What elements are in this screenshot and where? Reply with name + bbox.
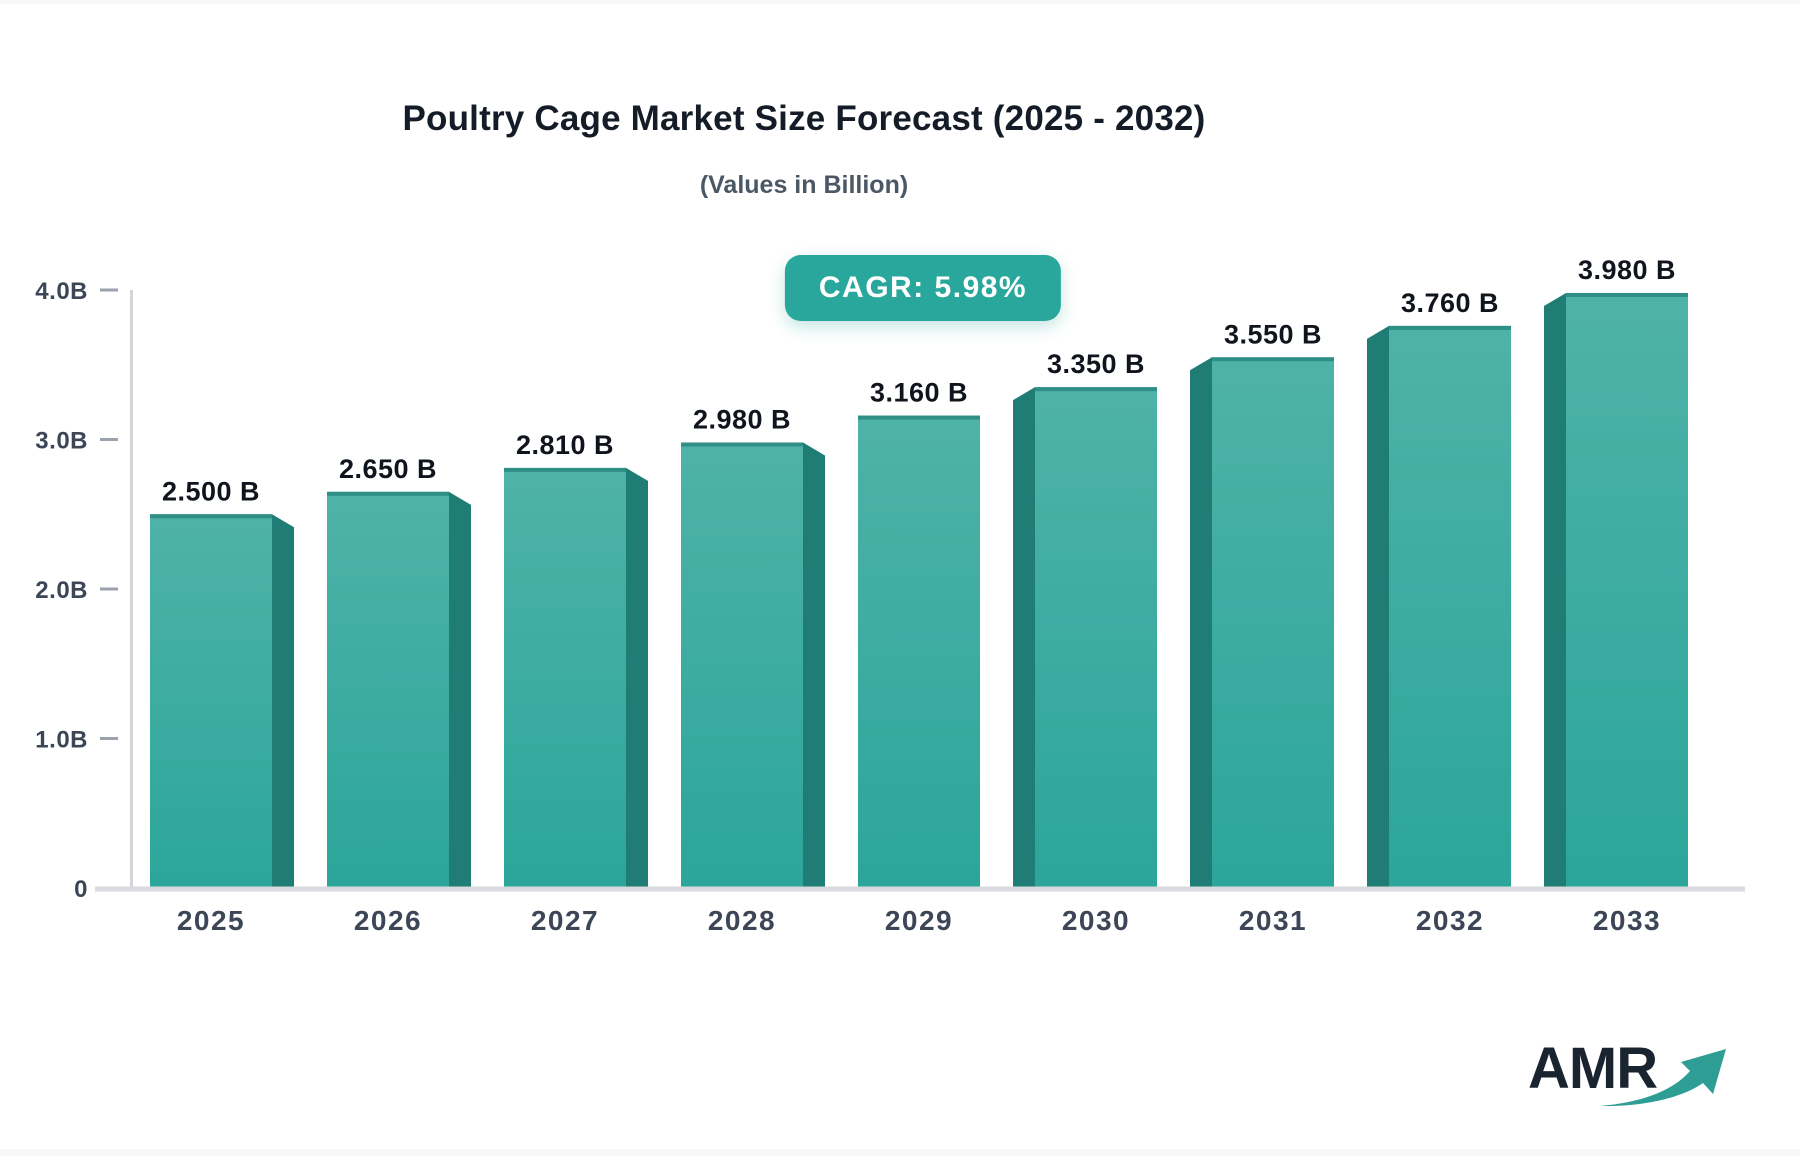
bar-side-2031 (1190, 357, 1212, 888)
bar-top-edge (150, 514, 272, 519)
x-axis-label-2026: 2026 (354, 905, 422, 936)
x-axis-label-2031: 2031 (1239, 905, 1307, 936)
x-axis-label-2027: 2027 (531, 905, 599, 936)
bar-top-edge (1566, 292, 1688, 297)
bar-2026 (327, 491, 449, 888)
bar-2031 (1212, 357, 1334, 888)
x-axis-label-2032: 2032 (1416, 905, 1484, 936)
y-tick-label: 3.0B (35, 428, 88, 455)
bar-top-edge (1212, 357, 1334, 362)
growth-arrow-icon (1600, 1049, 1726, 1107)
bar-2027 (504, 467, 626, 888)
chart-subtitle: (Values in Billion) (699, 171, 909, 199)
bar-top-edge (504, 467, 626, 472)
bar-value-label: 3.760 B (1401, 288, 1499, 318)
y-tick-label: 2.0B (35, 577, 88, 604)
bar-value-label: 2.500 B (162, 476, 260, 506)
bar-side-2027 (626, 467, 648, 888)
bar-value-label: 3.980 B (1578, 255, 1676, 285)
x-axis-label-2025: 2025 (177, 905, 245, 936)
bar-value-label: 3.160 B (870, 378, 968, 408)
bar-value-label: 2.650 B (339, 454, 437, 484)
y-tick-label: 1.0B (35, 727, 88, 754)
bar-value-label: 3.350 B (1047, 349, 1145, 379)
bar-top-edge (681, 442, 803, 447)
bar-side-2030 (1013, 387, 1035, 888)
bar-value-label: 3.550 B (1224, 319, 1322, 349)
page-top-edge (0, 0, 1800, 4)
bar-2029 (858, 415, 980, 888)
bar-top-edge (327, 491, 449, 496)
bar-side-2025 (272, 514, 294, 888)
x-axis-label-2033: 2033 (1593, 905, 1661, 936)
bar-top-edge (1035, 387, 1157, 392)
bar-2028 (681, 442, 803, 888)
cagr-badge: CAGR: 5.98% (784, 255, 1062, 321)
bar-value-label: 2.810 B (516, 430, 614, 460)
bar-2033 (1566, 292, 1688, 888)
bar-top-edge (1389, 325, 1511, 330)
y-tick-label: 0 (74, 876, 88, 903)
bar-side-2026 (449, 491, 471, 888)
bar-side-2028 (803, 442, 825, 888)
bar-value-label: 2.980 B (693, 404, 791, 434)
bar-2032 (1389, 325, 1511, 888)
bar-2030 (1035, 387, 1157, 888)
chart-title: Poultry Cage Market Size Forecast (2025 … (402, 99, 1206, 138)
bar-2025 (150, 514, 272, 888)
x-axis-label-2030: 2030 (1062, 905, 1130, 936)
bar-top-edge (858, 415, 980, 420)
amr-logo: AMR (1528, 1040, 1728, 1118)
page-bottom-edge (0, 1149, 1800, 1156)
x-axis-label-2029: 2029 (885, 905, 953, 936)
y-tick-label: 4.0B (35, 278, 88, 305)
x-axis-label-2028: 2028 (708, 905, 776, 936)
bar-side-2033 (1544, 292, 1566, 888)
bar-side-2032 (1367, 325, 1389, 888)
amr-logo-text: AMR (1528, 1036, 1658, 1101)
